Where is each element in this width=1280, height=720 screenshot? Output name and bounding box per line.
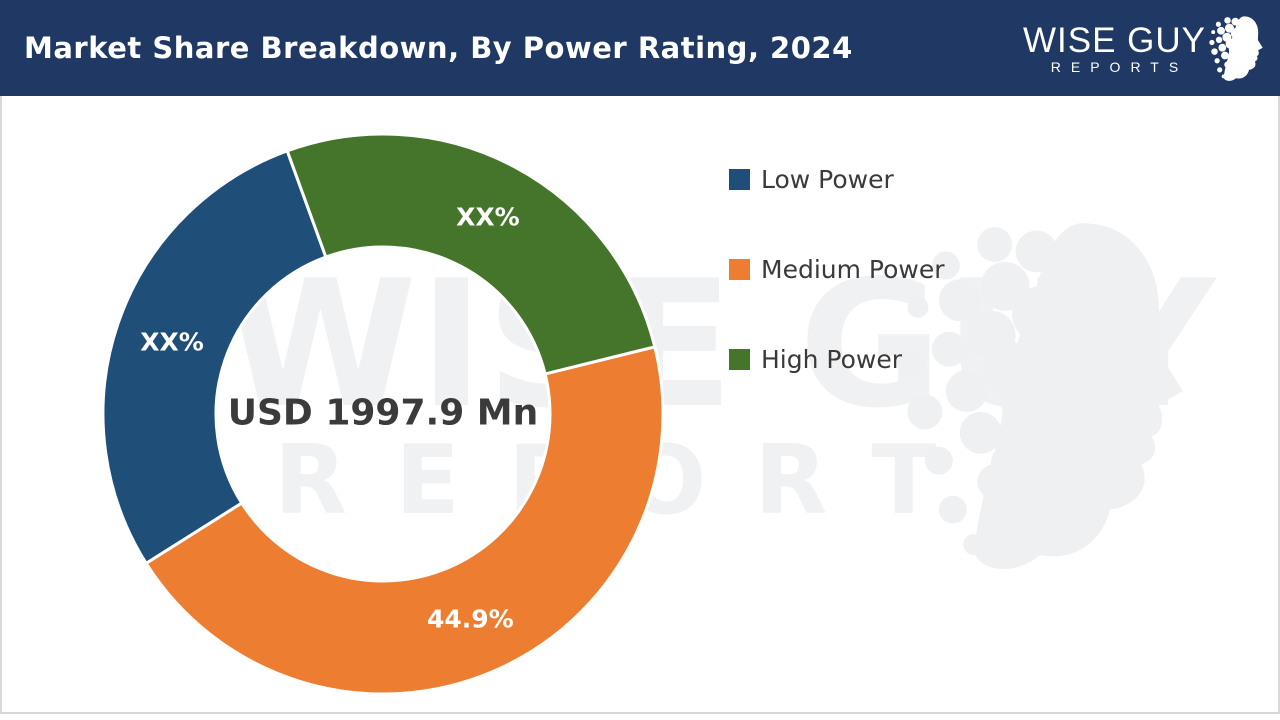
legend-label-high-power: High Power [761,344,902,374]
legend-swatch-medium-power [729,258,750,280]
donut-segment-medium-power [144,345,665,696]
logo-text: WISE GUY REPORTS [1022,20,1206,76]
header-bar: Market Share Breakdown, By Power Rating,… [0,0,1280,96]
logo-brand-text: WISE GUY [1022,20,1206,60]
segment-label-high-power: XX% [456,203,520,232]
legend-item-medium-power: Medium Power [729,254,945,284]
legend-label-medium-power: Medium Power [761,254,945,284]
legend-item-low-power: Low Power [729,164,945,194]
legend-label-low-power: Low Power [761,164,894,194]
legend-swatch-high-power [729,348,750,370]
donut-center-value: USD 1997.9 Mn [227,392,539,434]
donut-chart: XX% 44.9% XX% [101,132,665,696]
donut-segment-high-power [285,132,657,376]
legend: Low Power Medium Power High Power [729,164,945,436]
donut-segment-low-power [101,149,328,565]
segment-label-low-power: XX% [140,327,204,356]
segment-label-medium-power: 44.9% [427,605,514,634]
legend-item-high-power: High Power [729,344,945,374]
logo-face-icon [1209,16,1263,81]
logo-reports-text: REPORTS [1050,59,1189,76]
legend-swatch-low-power [729,168,750,190]
page-title: Market Share Breakdown, By Power Rating,… [24,31,853,65]
wiseguy-logo: WISE GUY REPORTS [1023,8,1264,90]
